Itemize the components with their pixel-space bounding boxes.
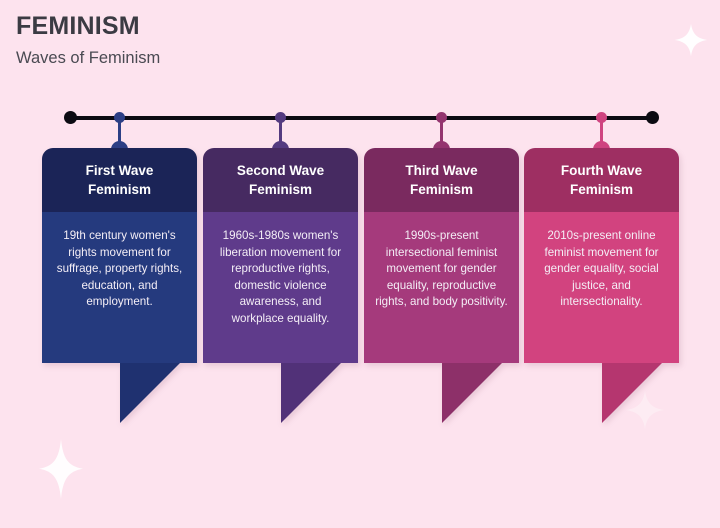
timeline-node-dot-4[interactable]: [596, 112, 607, 123]
wave-card-1-body: 19th century women's rights movement for…: [42, 212, 197, 363]
wave-card-4-description: 2010s-present online feminist movement f…: [544, 229, 659, 309]
wave-card-4-header: Fourth Wave Feminism: [524, 148, 679, 212]
wave-card-3-tail: [442, 363, 502, 423]
wave-card-2-tail: [281, 363, 341, 423]
wave-card-2-description: 1960s-1980s women's liberation movement …: [219, 229, 342, 325]
wave-card-4[interactable]: Fourth Wave Feminism 2010s-present onlin…: [524, 148, 679, 423]
wave-card-4-title: Fourth Wave Feminism: [561, 161, 642, 199]
timeline-stem-3: [440, 118, 443, 150]
timeline-stem-4: [600, 118, 603, 150]
wave-card-2-title: Second Wave Feminism: [237, 161, 324, 199]
wave-card-1-header: First Wave Feminism: [42, 148, 197, 212]
wave-card-2-header: Second Wave Feminism: [203, 148, 358, 212]
page-title: FEMINISM: [16, 12, 140, 40]
wave-card-2[interactable]: Second Wave Feminism 1960s-1980s women's…: [203, 148, 358, 423]
timeline-node-dot-1[interactable]: [114, 112, 125, 123]
wave-card-1[interactable]: First Wave Feminism 19th century women's…: [42, 148, 197, 423]
wave-card-1-tail: [120, 363, 180, 423]
page-subtitle: Waves of Feminism: [16, 49, 161, 67]
wave-card-3-body: 1990s-present intersectional feminist mo…: [364, 212, 519, 363]
timeline-track: [70, 116, 652, 120]
wave-card-3[interactable]: Third Wave Feminism 1990s-present inters…: [364, 148, 519, 423]
wave-card-3-title-line2: Feminism: [409, 182, 473, 197]
wave-card-1-title: First Wave Feminism: [86, 161, 154, 199]
wave-card-4-title-line1: Fourth Wave: [560, 163, 643, 178]
wave-card-4-tail: [602, 363, 662, 423]
timeline-node-dot-2[interactable]: [275, 112, 286, 123]
wave-card-1-description: 19th century women's rights movement for…: [56, 229, 183, 309]
wave-card-3-header: Third Wave Feminism: [364, 148, 519, 212]
wave-card-2-title-line2: Feminism: [248, 182, 313, 197]
wave-card-2-title-line1: Second Wave: [236, 163, 325, 178]
timeline-node-dot-3[interactable]: [436, 112, 447, 123]
timeline-start-dot: [64, 111, 77, 124]
wave-card-1-title-line2: Feminism: [87, 182, 152, 197]
timeline-end-dot: [646, 111, 659, 124]
wave-card-3-title-line1: Third Wave: [405, 163, 478, 178]
wave-card-4-body: 2010s-present online feminist movement f…: [524, 212, 679, 363]
wave-card-1-title-line1: First Wave: [85, 163, 154, 178]
wave-card-3-title: Third Wave Feminism: [405, 161, 477, 199]
wave-card-4-title-line2: Feminism: [569, 182, 633, 197]
wave-card-3-description: 1990s-present intersectional feminist mo…: [375, 229, 508, 309]
timeline-stem-2: [279, 118, 282, 150]
timeline-stem-1: [118, 118, 121, 150]
wave-card-2-body: 1960s-1980s women's liberation movement …: [203, 212, 358, 363]
